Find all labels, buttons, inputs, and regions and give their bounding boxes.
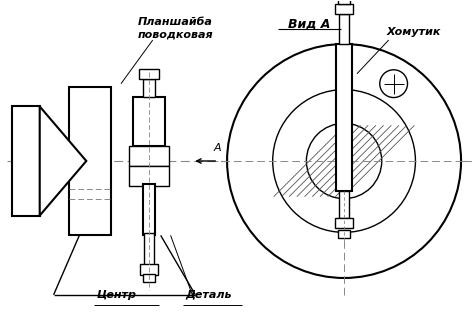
Bar [70,87,111,235]
Text: Вид А: Вид А [288,17,330,30]
Text: поводковая: поводковая [138,29,213,39]
Text: Хомутик: Хомутик [386,27,441,37]
Circle shape [273,90,415,232]
Bar [339,14,349,44]
Bar [335,219,353,229]
Text: А: А [213,143,221,153]
Circle shape [306,123,382,199]
Circle shape [227,44,461,278]
Bar [129,166,169,186]
Text: Центр: Центр [96,290,136,300]
Bar [143,184,155,235]
Bar [12,107,40,215]
Bar [338,0,350,4]
Bar [338,230,350,238]
Polygon shape [40,107,86,215]
Bar [143,274,155,282]
Circle shape [380,70,408,98]
Text: Планшайба: Планшайба [138,17,213,27]
Bar [139,69,159,79]
Bar [335,4,353,14]
Bar [129,146,169,166]
Text: Деталь: Деталь [185,290,232,300]
Bar [339,191,349,219]
Bar [143,79,155,97]
Bar [140,264,158,275]
Bar [144,233,154,265]
Bar [133,97,164,146]
Bar [336,44,352,191]
